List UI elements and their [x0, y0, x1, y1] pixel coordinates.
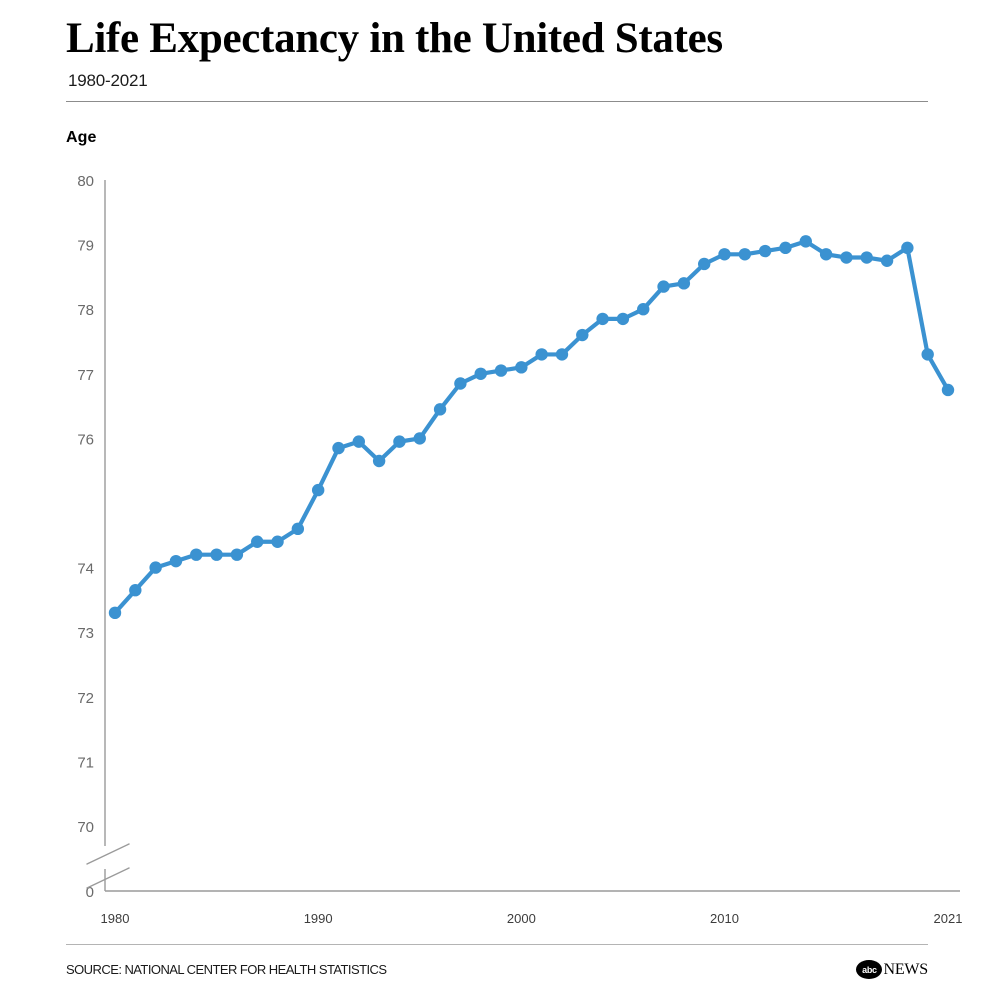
x-axis-tick-labels: 1980 1990 2000 2010 2021: [101, 911, 963, 926]
data-point-2012: [758, 244, 772, 258]
y-axis-tick-77: 77: [77, 367, 94, 384]
y-axis-tick-79: 79: [77, 238, 94, 255]
data-point-2016: [840, 251, 853, 264]
data-point-1996: [433, 403, 447, 416]
abc-news-logo: abc NEWS: [856, 960, 928, 979]
data-point-1989: [291, 522, 305, 536]
data-point-2021: [941, 383, 955, 397]
source-note: SOURCE: NATIONAL CENTER FOR HEALTH STATI…: [66, 962, 387, 977]
abc-roundel-icon: abc: [856, 960, 883, 979]
page-subtitle: 1980-2021: [68, 71, 148, 90]
data-point-2002: [555, 348, 569, 361]
header-divider: [66, 101, 928, 102]
y-axis-tick-0: 0: [86, 884, 94, 901]
data-point-1998: [474, 367, 487, 380]
data-point-2019: [901, 241, 914, 255]
news-wordmark: NEWS: [883, 960, 928, 978]
y-axis-tick-70: 70: [77, 819, 94, 836]
x-axis-tick-1980: 1980: [101, 911, 130, 926]
y-axis-tick-72: 72: [77, 690, 94, 707]
data-point-1988: [271, 535, 284, 548]
y-axis-tick-labels: 80 79 78 77 76 74 73 72 71 70 0: [77, 173, 94, 901]
data-point-2001: [535, 348, 548, 361]
data-point-2007: [657, 280, 670, 293]
data-point-2015: [819, 248, 833, 261]
y-axis-tick-76: 76: [77, 431, 94, 448]
page-title: Life Expectancy in the United States: [66, 15, 723, 62]
data-point-2004: [596, 312, 609, 326]
data-point-1984: [190, 548, 203, 561]
data-point-1994: [393, 435, 406, 448]
x-axis-tick-1990: 1990: [304, 911, 333, 926]
data-point-1990: [311, 483, 325, 497]
data-point-2020: [921, 348, 934, 361]
x-axis-tick-2021: 2021: [934, 911, 963, 926]
data-point-2003: [576, 328, 589, 342]
data-point-2005: [616, 312, 630, 326]
data-point-2017: [860, 251, 873, 264]
data-point-1992: [352, 435, 365, 448]
data-point-1997: [454, 377, 467, 390]
y-axis-tick-78: 78: [77, 302, 94, 319]
data-point-1982: [149, 561, 162, 574]
data-point-2008: [677, 277, 691, 290]
y-axis-caption: Age: [66, 129, 97, 146]
y-axis-tick-73: 73: [77, 625, 94, 642]
data-point-1983: [169, 554, 183, 568]
footer-divider: [66, 944, 928, 945]
data-point-1980: [108, 606, 122, 620]
axis-break-lower-icon: [86, 867, 130, 889]
data-point-2014: [799, 235, 812, 248]
data-point-2010: [718, 248, 731, 261]
data-point-1986: [230, 548, 244, 561]
axis-break-upper-icon: [86, 843, 130, 865]
data-point-2013: [779, 241, 792, 255]
data-point-2011: [738, 248, 752, 261]
life-expectancy-markers: [108, 235, 955, 620]
data-point-1999: [494, 364, 508, 377]
data-point-2006: [637, 303, 650, 316]
data-point-2018: [880, 254, 894, 267]
x-axis-tick-2010: 2010: [710, 911, 739, 926]
data-point-2000: [515, 361, 528, 374]
data-point-1985: [210, 548, 223, 561]
header: Life Expectancy in the United States 198…: [66, 14, 928, 92]
data-point-1995: [413, 432, 426, 445]
y-axis-tick-74: 74: [77, 561, 94, 578]
data-point-2009: [698, 257, 711, 271]
x-axis-tick-2000: 2000: [507, 911, 536, 926]
data-point-1993: [372, 454, 386, 468]
y-axis-tick-71: 71: [77, 754, 94, 771]
data-point-1981: [129, 584, 142, 597]
y-axis-tick-80: 80: [77, 173, 94, 190]
data-point-1991: [332, 441, 345, 455]
data-point-1987: [251, 535, 264, 548]
